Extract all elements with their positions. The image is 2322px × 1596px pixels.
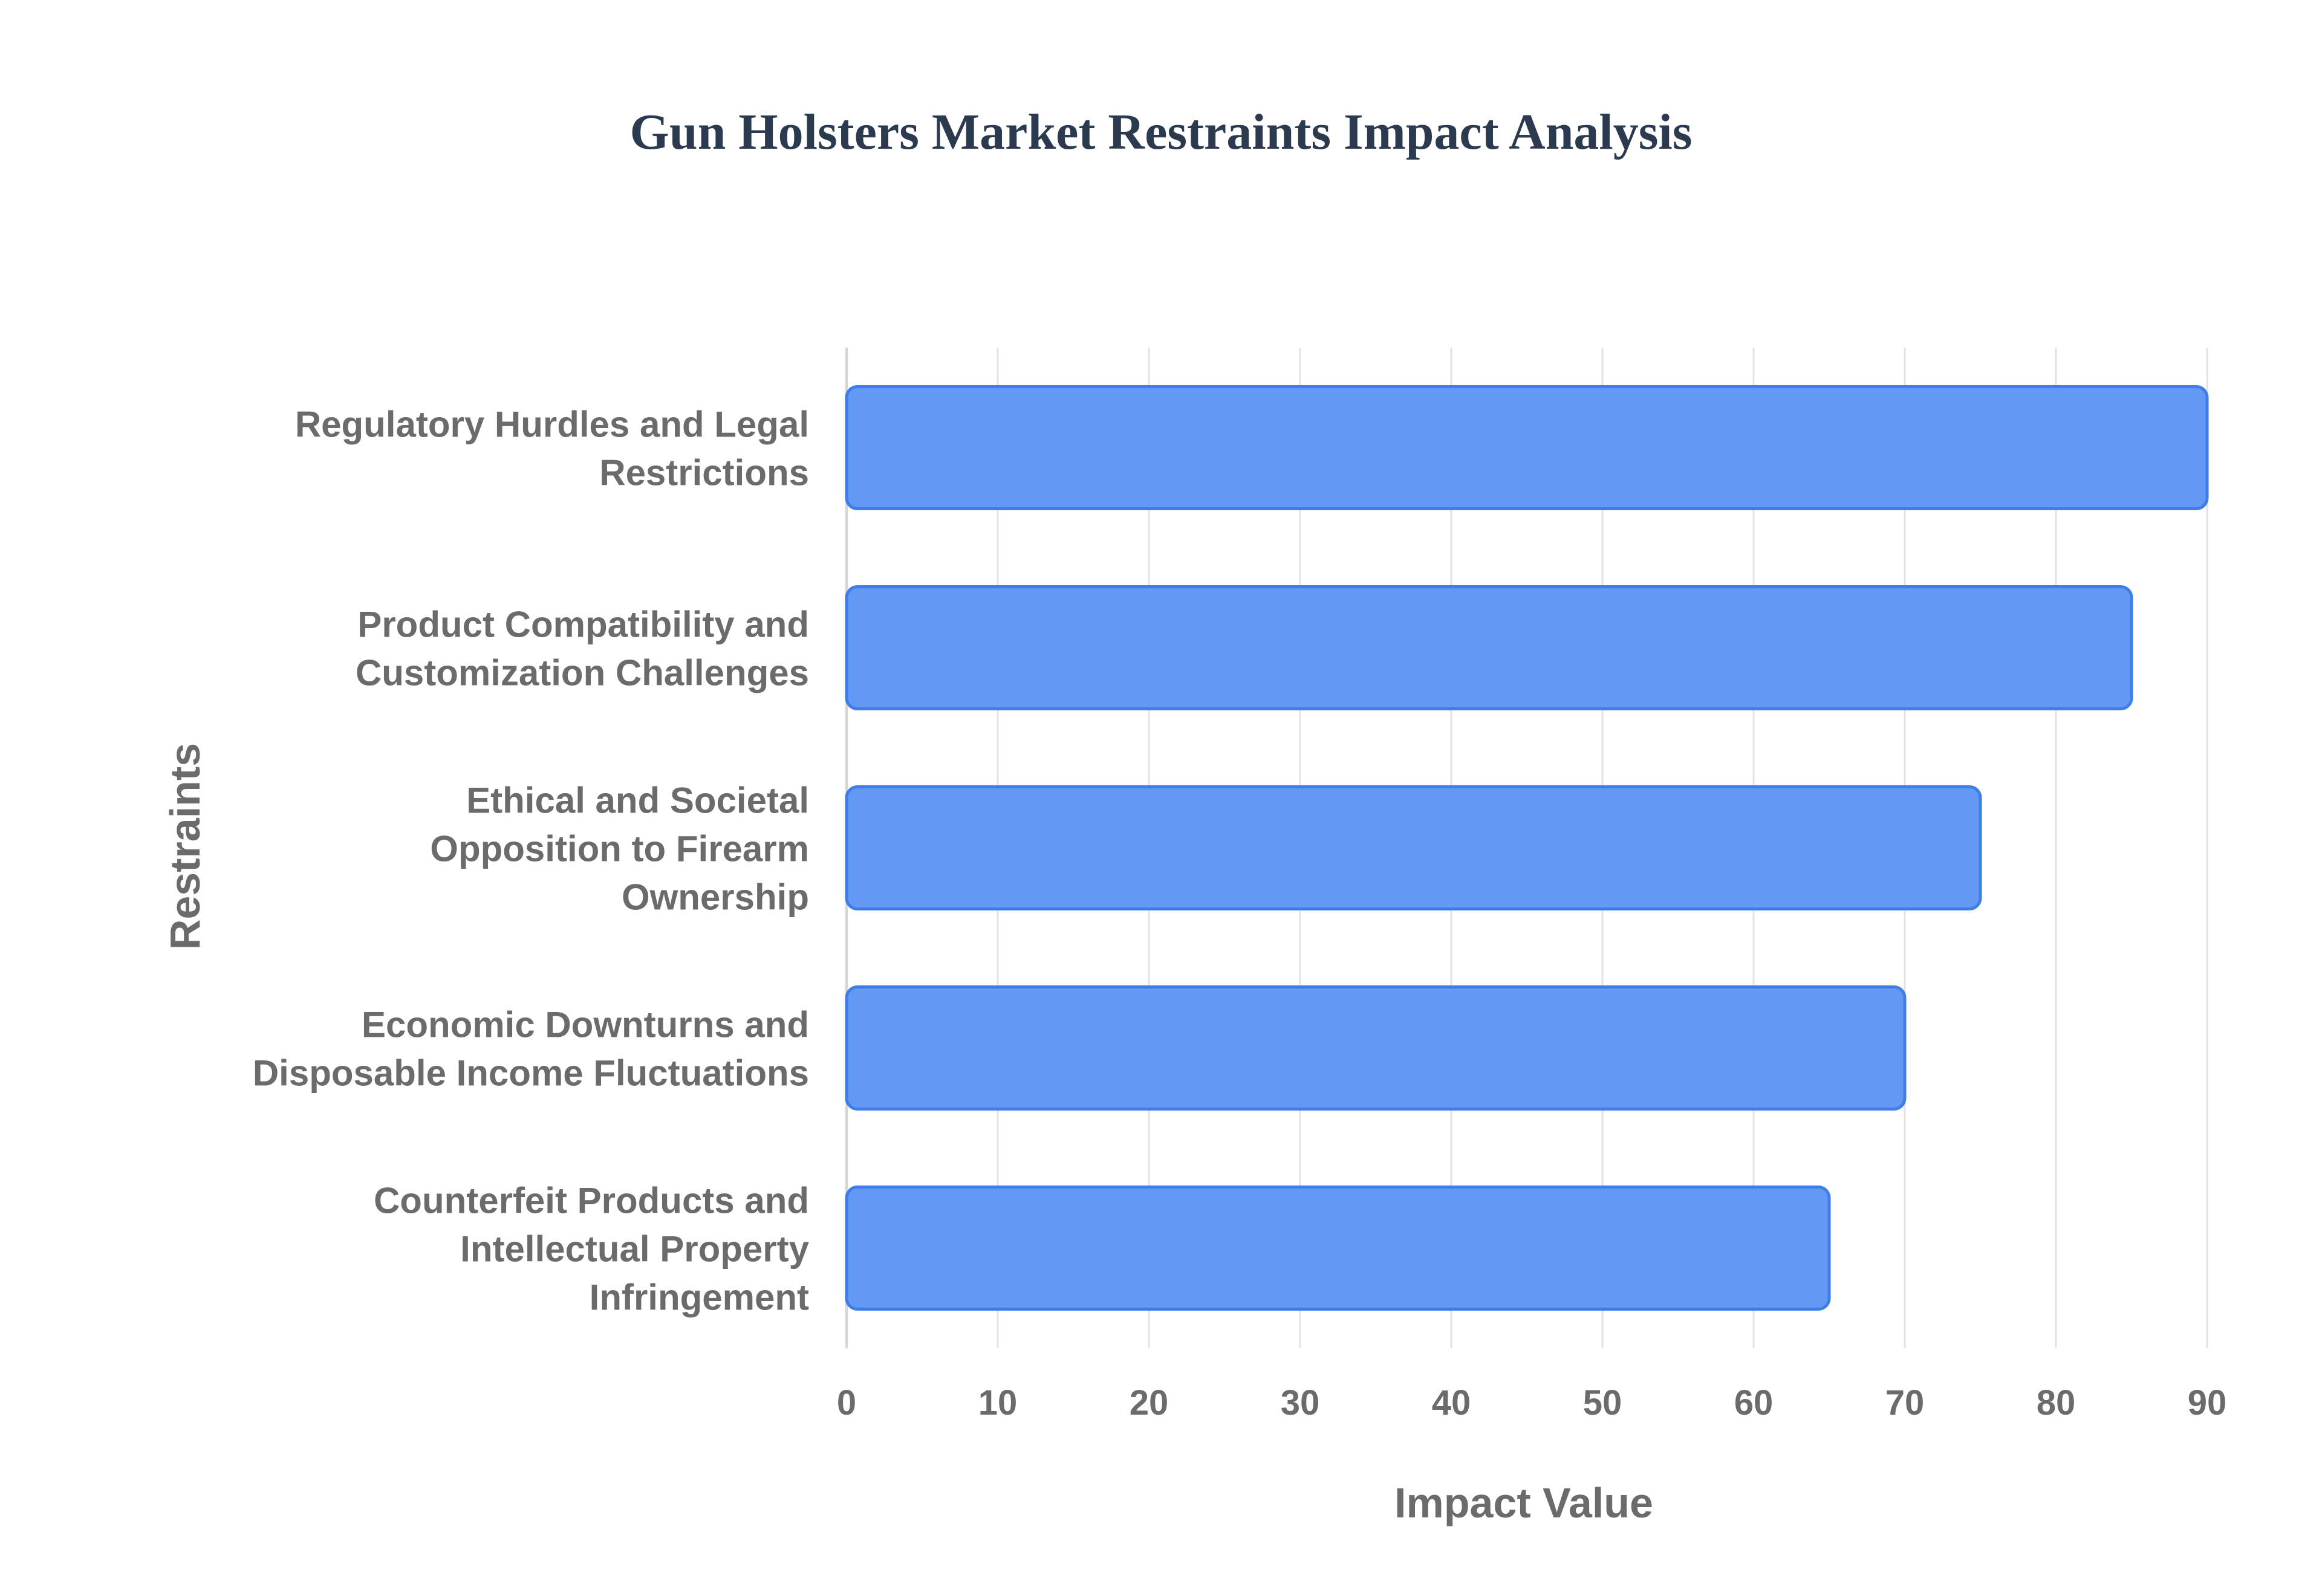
x-tick-label: 0 <box>837 1383 856 1422</box>
x-tick-labels: 0 10 20 30 40 50 60 70 80 90 <box>837 1383 2226 1422</box>
category-label: Economic Downturns and Disposable Income … <box>253 1005 809 1094</box>
bars <box>845 385 2209 1311</box>
y-axis-title: Restraints <box>161 743 209 950</box>
bar <box>845 785 1982 910</box>
bar <box>845 385 2209 510</box>
x-tick-label: 20 <box>1130 1383 1169 1422</box>
x-tick-label: 10 <box>978 1383 1018 1422</box>
category-label: Product Compatibility and Customization C… <box>356 605 809 693</box>
x-tick-label: 40 <box>1432 1383 1471 1422</box>
chart-title: Gun Holsters Market Restraints Impact An… <box>629 104 1693 160</box>
x-tick-label: 70 <box>1885 1383 1925 1422</box>
category-label: Counterfeit Products and Intellectual Pro… <box>374 1181 810 1318</box>
x-tick-label: 50 <box>1583 1383 1622 1422</box>
category-label: Ethical and Societal Opposition to Firear… <box>430 780 809 918</box>
x-tick-label: 90 <box>2188 1383 2227 1422</box>
category-labels: Regulatory Hurdles and Legal Restrictions… <box>253 404 810 1318</box>
bar <box>845 1186 1831 1311</box>
category-label: Regulatory Hurdles and Legal Restrictions <box>295 404 809 493</box>
x-tick-label: 80 <box>2037 1383 2076 1422</box>
x-tick-label: 30 <box>1281 1383 1320 1422</box>
bar <box>845 985 1907 1111</box>
bar <box>845 585 2133 710</box>
x-tick-label: 60 <box>1734 1383 1774 1422</box>
x-axis-title: Impact Value <box>1394 1479 1653 1526</box>
